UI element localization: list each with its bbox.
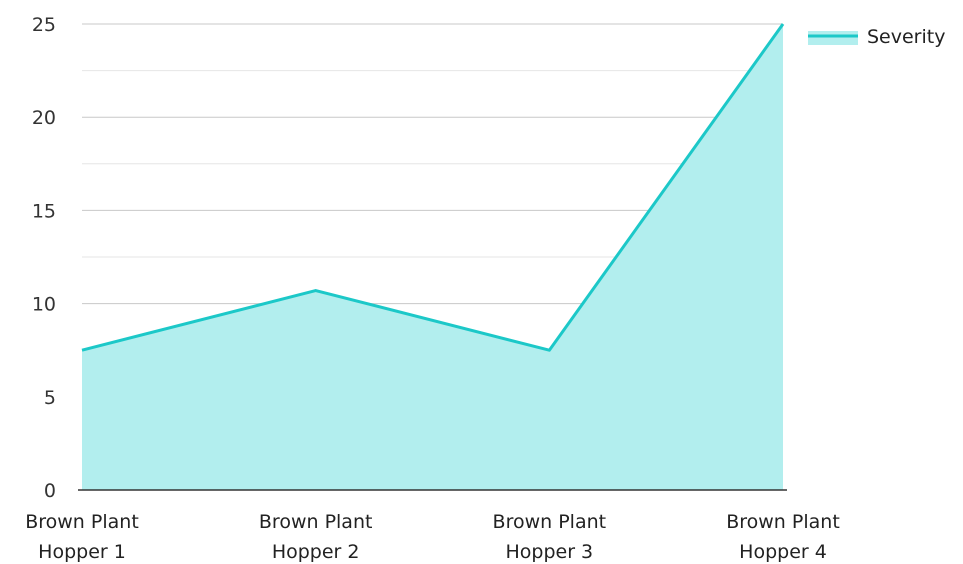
- y-tick-label: 10: [32, 294, 56, 316]
- x-tick-label: Brown Plant: [25, 511, 139, 533]
- x-tick-label: Hopper 4: [739, 541, 827, 563]
- legend-label-severity: Severity: [867, 26, 945, 48]
- series-area-severity: [82, 24, 783, 490]
- y-tick-label: 15: [32, 200, 56, 222]
- series-line-severity: [81, 23, 785, 352]
- x-tick-label: Brown Plant: [259, 511, 373, 533]
- y-axis: 0 5 10 15 20 25: [32, 14, 56, 502]
- x-tick-label: Hopper 3: [505, 541, 593, 563]
- y-tick-label: 25: [32, 14, 56, 36]
- y-tick-label: 0: [44, 480, 56, 502]
- legend: Severity: [808, 26, 945, 48]
- x-tick-label: Hopper 1: [38, 541, 126, 563]
- x-tick-label: Hopper 2: [272, 541, 360, 563]
- area-layer: [81, 23, 785, 490]
- x-tick-label: Brown Plant: [493, 511, 607, 533]
- x-axis: Brown Plant Hopper 1 Brown Plant Hopper 2 Br…: [25, 489, 840, 563]
- legend-swatch-fill: [808, 31, 858, 45]
- y-tick-label: 20: [32, 107, 56, 129]
- y-tick-label: 5: [44, 387, 56, 409]
- x-tick-label: Brown Plant: [726, 511, 840, 533]
